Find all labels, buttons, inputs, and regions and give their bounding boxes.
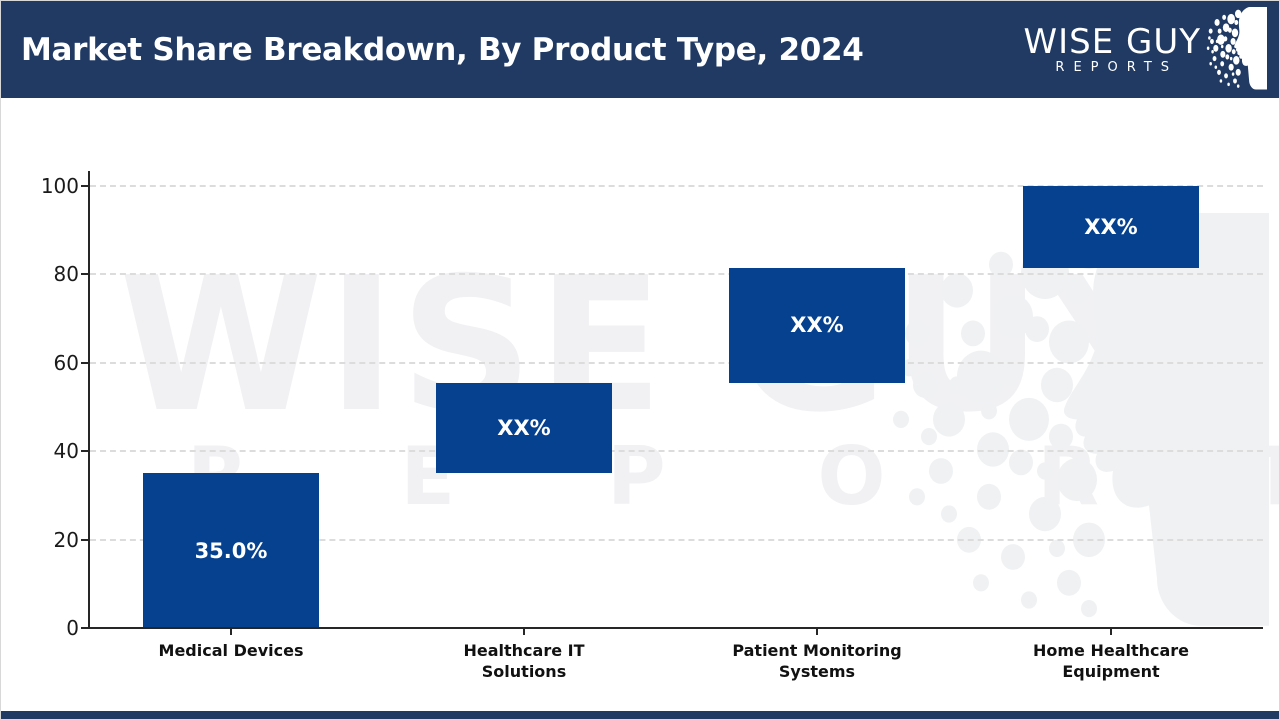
footer-bar (1, 711, 1279, 719)
x-category-label-line: Patient Monitoring (732, 641, 902, 660)
x-tick-mark (230, 629, 232, 635)
y-tick-label: 0 (66, 616, 79, 640)
wise-guy-reports-logo: WISE GUY REPORTS (1023, 6, 1267, 93)
gridline-60 (90, 362, 1263, 364)
x-tick-mark (816, 629, 818, 635)
bar-value-label: XX% (497, 415, 551, 440)
y-tick-mark (81, 627, 88, 629)
y-tick-mark (81, 450, 88, 452)
bar-3: XX% (729, 267, 905, 383)
y-tick-label: 80 (53, 262, 79, 286)
x-category-label: Patient Monitoring Systems (687, 640, 947, 682)
y-tick-mark (81, 185, 88, 187)
x-category-label-line: Equipment (1062, 662, 1160, 681)
y-axis-line (88, 171, 90, 629)
logo-reports-text: REPORTS (1055, 59, 1179, 75)
y-tick-mark (81, 539, 88, 541)
y-tick-label: 60 (53, 351, 79, 375)
gridline-80 (90, 273, 1263, 275)
gridline-100 (90, 185, 1263, 187)
header-bar: Market Share Breakdown, By Product Type,… (1, 1, 1279, 98)
y-tick-label: 20 (53, 528, 79, 552)
bar-value-label: XX% (790, 313, 844, 338)
bar-4: XX% (1023, 186, 1199, 268)
logo-face-icon (1206, 6, 1267, 90)
x-category-label: Healthcare IT Solutions (394, 640, 654, 682)
y-tick-mark (81, 273, 88, 275)
x-category-label: Medical Devices (101, 640, 361, 661)
x-tick-mark (1110, 629, 1112, 635)
watermark-wiseguy-text: WISE GUY (119, 237, 1184, 453)
x-category-label-line: Solutions (481, 662, 567, 681)
x-category-label-line: Systems (778, 662, 856, 681)
x-tick-mark (523, 629, 525, 635)
x-category-label-line: Medical Devices (158, 641, 304, 660)
x-axis-line (88, 627, 1263, 629)
page-title: Market Share Breakdown, By Product Type,… (21, 31, 864, 68)
x-category-label-line: Home Healthcare (1032, 641, 1190, 660)
bar-1: 35.0% (143, 473, 319, 628)
x-category-label: Home Healthcare Equipment (981, 640, 1241, 682)
y-tick-mark (81, 362, 88, 364)
bar-value-label: XX% (1084, 214, 1138, 239)
gridline-40 (90, 450, 1263, 452)
logo-wiseguy-text: WISE GUY (1023, 21, 1201, 62)
bar-2: XX% (436, 382, 612, 474)
bar-value-label: 35.0% (194, 538, 268, 563)
y-tick-label: 100 (40, 174, 79, 198)
gridline-20 (90, 539, 1263, 541)
x-category-label-line: Healthcare IT (463, 641, 585, 660)
y-tick-label: 40 (53, 439, 79, 463)
